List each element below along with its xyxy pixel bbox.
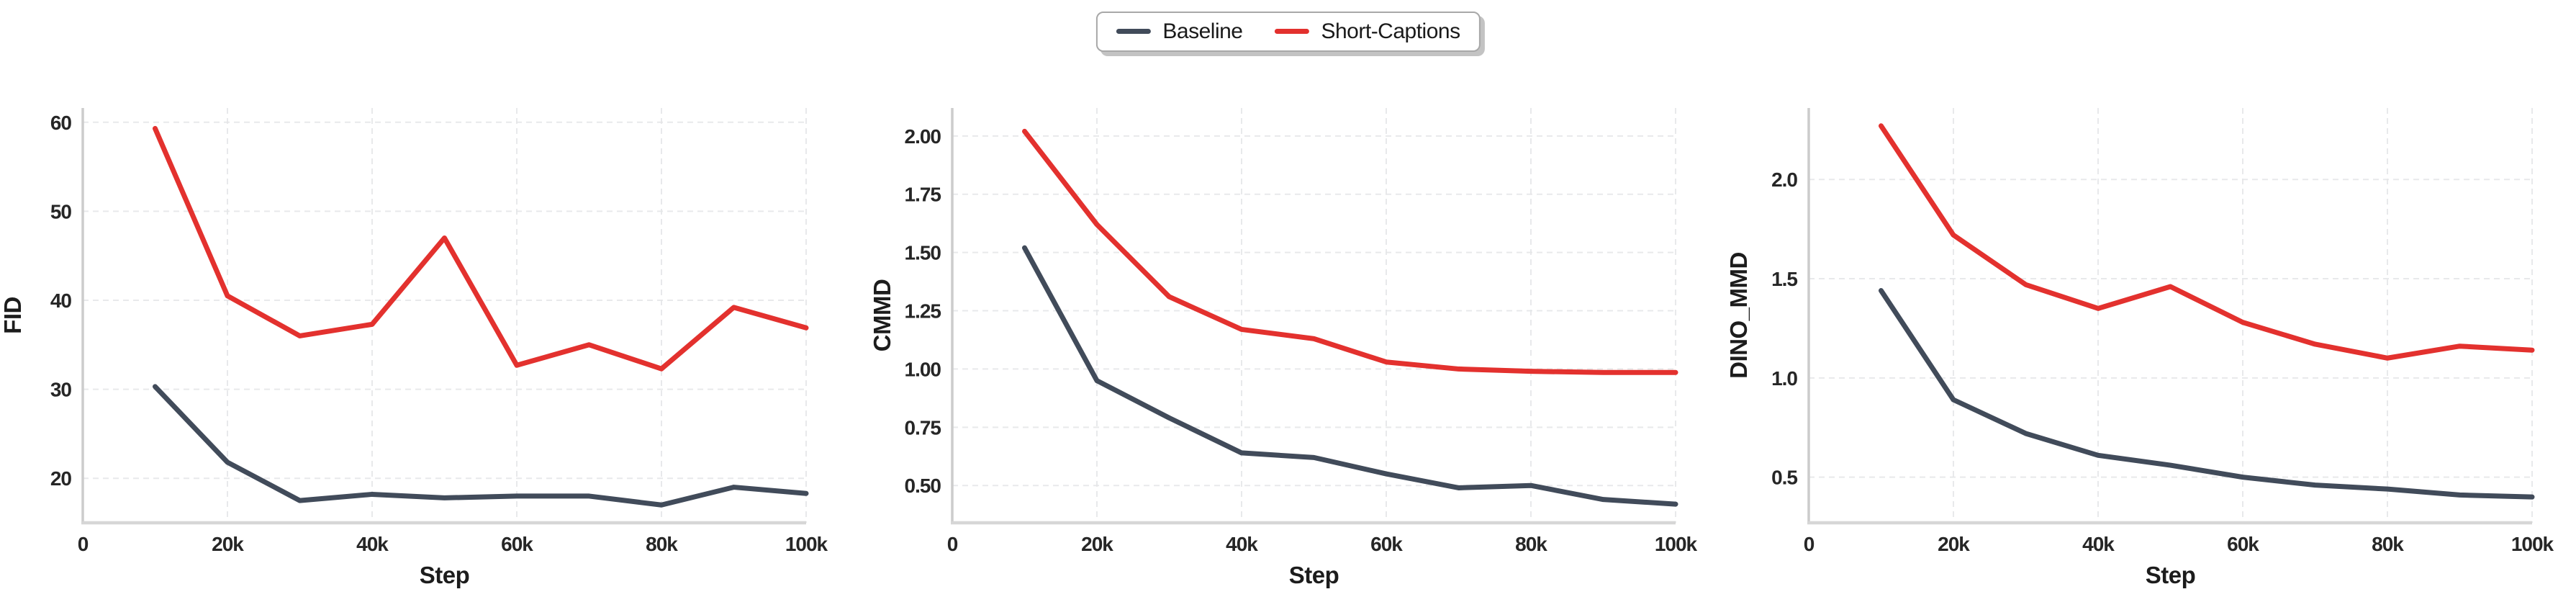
y-tick-label: 60	[50, 112, 72, 134]
y-tick-label: 1.00	[905, 358, 941, 380]
x-tick-label: 60k	[501, 533, 533, 555]
chart-cmmd: 0.50 0.75 1.00 1.25 1.50 1.75 2.00 0 20k 40k 60k 80…	[859, 0, 1717, 602]
x-tick-label: 20k	[212, 533, 244, 555]
baseline-series-line	[153, 384, 809, 508]
y-axis-label: DINO_MMD	[1725, 252, 1752, 379]
x-tick-label: 80k	[1515, 533, 1547, 555]
plot-fid: 20 30 40 50 60 0 20k 40k 60k 80k 100k Step FID	[0, 108, 829, 588]
short-captions-line-swatch	[1274, 29, 1309, 34]
y-tick-label: 0.50	[905, 475, 941, 497]
baseline-series-line	[1879, 288, 2535, 500]
y-tick-label: 2.00	[905, 125, 941, 148]
y-tick-label: 30	[50, 379, 72, 401]
y-tick-label: 0.75	[905, 416, 941, 439]
y-tick-label: 1.50	[905, 242, 941, 264]
legend-item-baseline: Baseline	[1116, 19, 1243, 43]
y-axis-label: CMMD	[869, 279, 895, 352]
plot-cmmd: 0.50 0.75 1.00 1.25 1.50 1.75 2.00 0 20k 40k 60k 80…	[869, 108, 1699, 588]
y-tick-label: 1.0	[1771, 367, 1797, 390]
y-tick-label: 1.75	[905, 184, 941, 206]
legend-label-short-captions: Short-Captions	[1321, 19, 1460, 43]
y-tick-label: 0.5	[1771, 467, 1797, 489]
x-tick-label: 100k	[2511, 533, 2554, 555]
baseline-series-line	[1022, 245, 1678, 507]
y-tick-label: 1.25	[905, 300, 941, 323]
baseline-line-swatch	[1116, 29, 1151, 34]
y-tick-label: 20	[50, 467, 72, 490]
x-tick-label: 40k	[1226, 533, 1258, 555]
y-tick-label: 40	[50, 289, 72, 312]
x-tick-label: 0	[947, 533, 958, 555]
y-axis-label: FID	[0, 297, 26, 334]
y-tick-label: 1.5	[1771, 268, 1797, 290]
x-tick-label: 80k	[2372, 533, 2404, 555]
short-captions-series-line	[1022, 128, 1678, 375]
x-tick-label: 100k	[785, 533, 828, 555]
short-captions-series-line	[1879, 123, 2535, 361]
x-tick-label: 20k	[1081, 533, 1113, 555]
x-tick-label: 20k	[1938, 533, 1970, 555]
legend-item-short-captions: Short-Captions	[1274, 19, 1460, 43]
x-tick-label: 40k	[2082, 533, 2115, 555]
x-tick-label: 0	[78, 533, 89, 555]
chart-fid: 20 30 40 50 60 0 20k 40k 60k 80k 100k Step FID	[0, 0, 859, 602]
x-axis-label: Step	[2146, 562, 2196, 588]
x-tick-label: 0	[1804, 533, 1815, 555]
x-tick-label: 80k	[646, 533, 678, 555]
legend-label-baseline: Baseline	[1162, 19, 1243, 43]
x-axis-label: Step	[420, 562, 470, 588]
y-tick-label: 2.0	[1771, 169, 1797, 191]
legend-box: Baseline Short-Captions	[1095, 12, 1481, 52]
x-tick-label: 60k	[1370, 533, 1403, 555]
x-tick-label: 100k	[1655, 533, 1698, 555]
x-tick-label: 60k	[2227, 533, 2259, 555]
short-captions-series-line	[153, 125, 809, 372]
chart-dino-mmd: 0.5 1.0 1.5 2.0 0 20k 40k 60k 80k 100k Step DINO_MM…	[1717, 0, 2576, 602]
x-axis-label: Step	[1289, 562, 1339, 588]
y-tick-label: 50	[50, 200, 72, 223]
x-tick-label: 40k	[356, 533, 389, 555]
plot-dino_mmd: 0.5 1.0 1.5 2.0 0 20k 40k 60k 80k 100k Step DINO_MM…	[1725, 108, 2555, 588]
